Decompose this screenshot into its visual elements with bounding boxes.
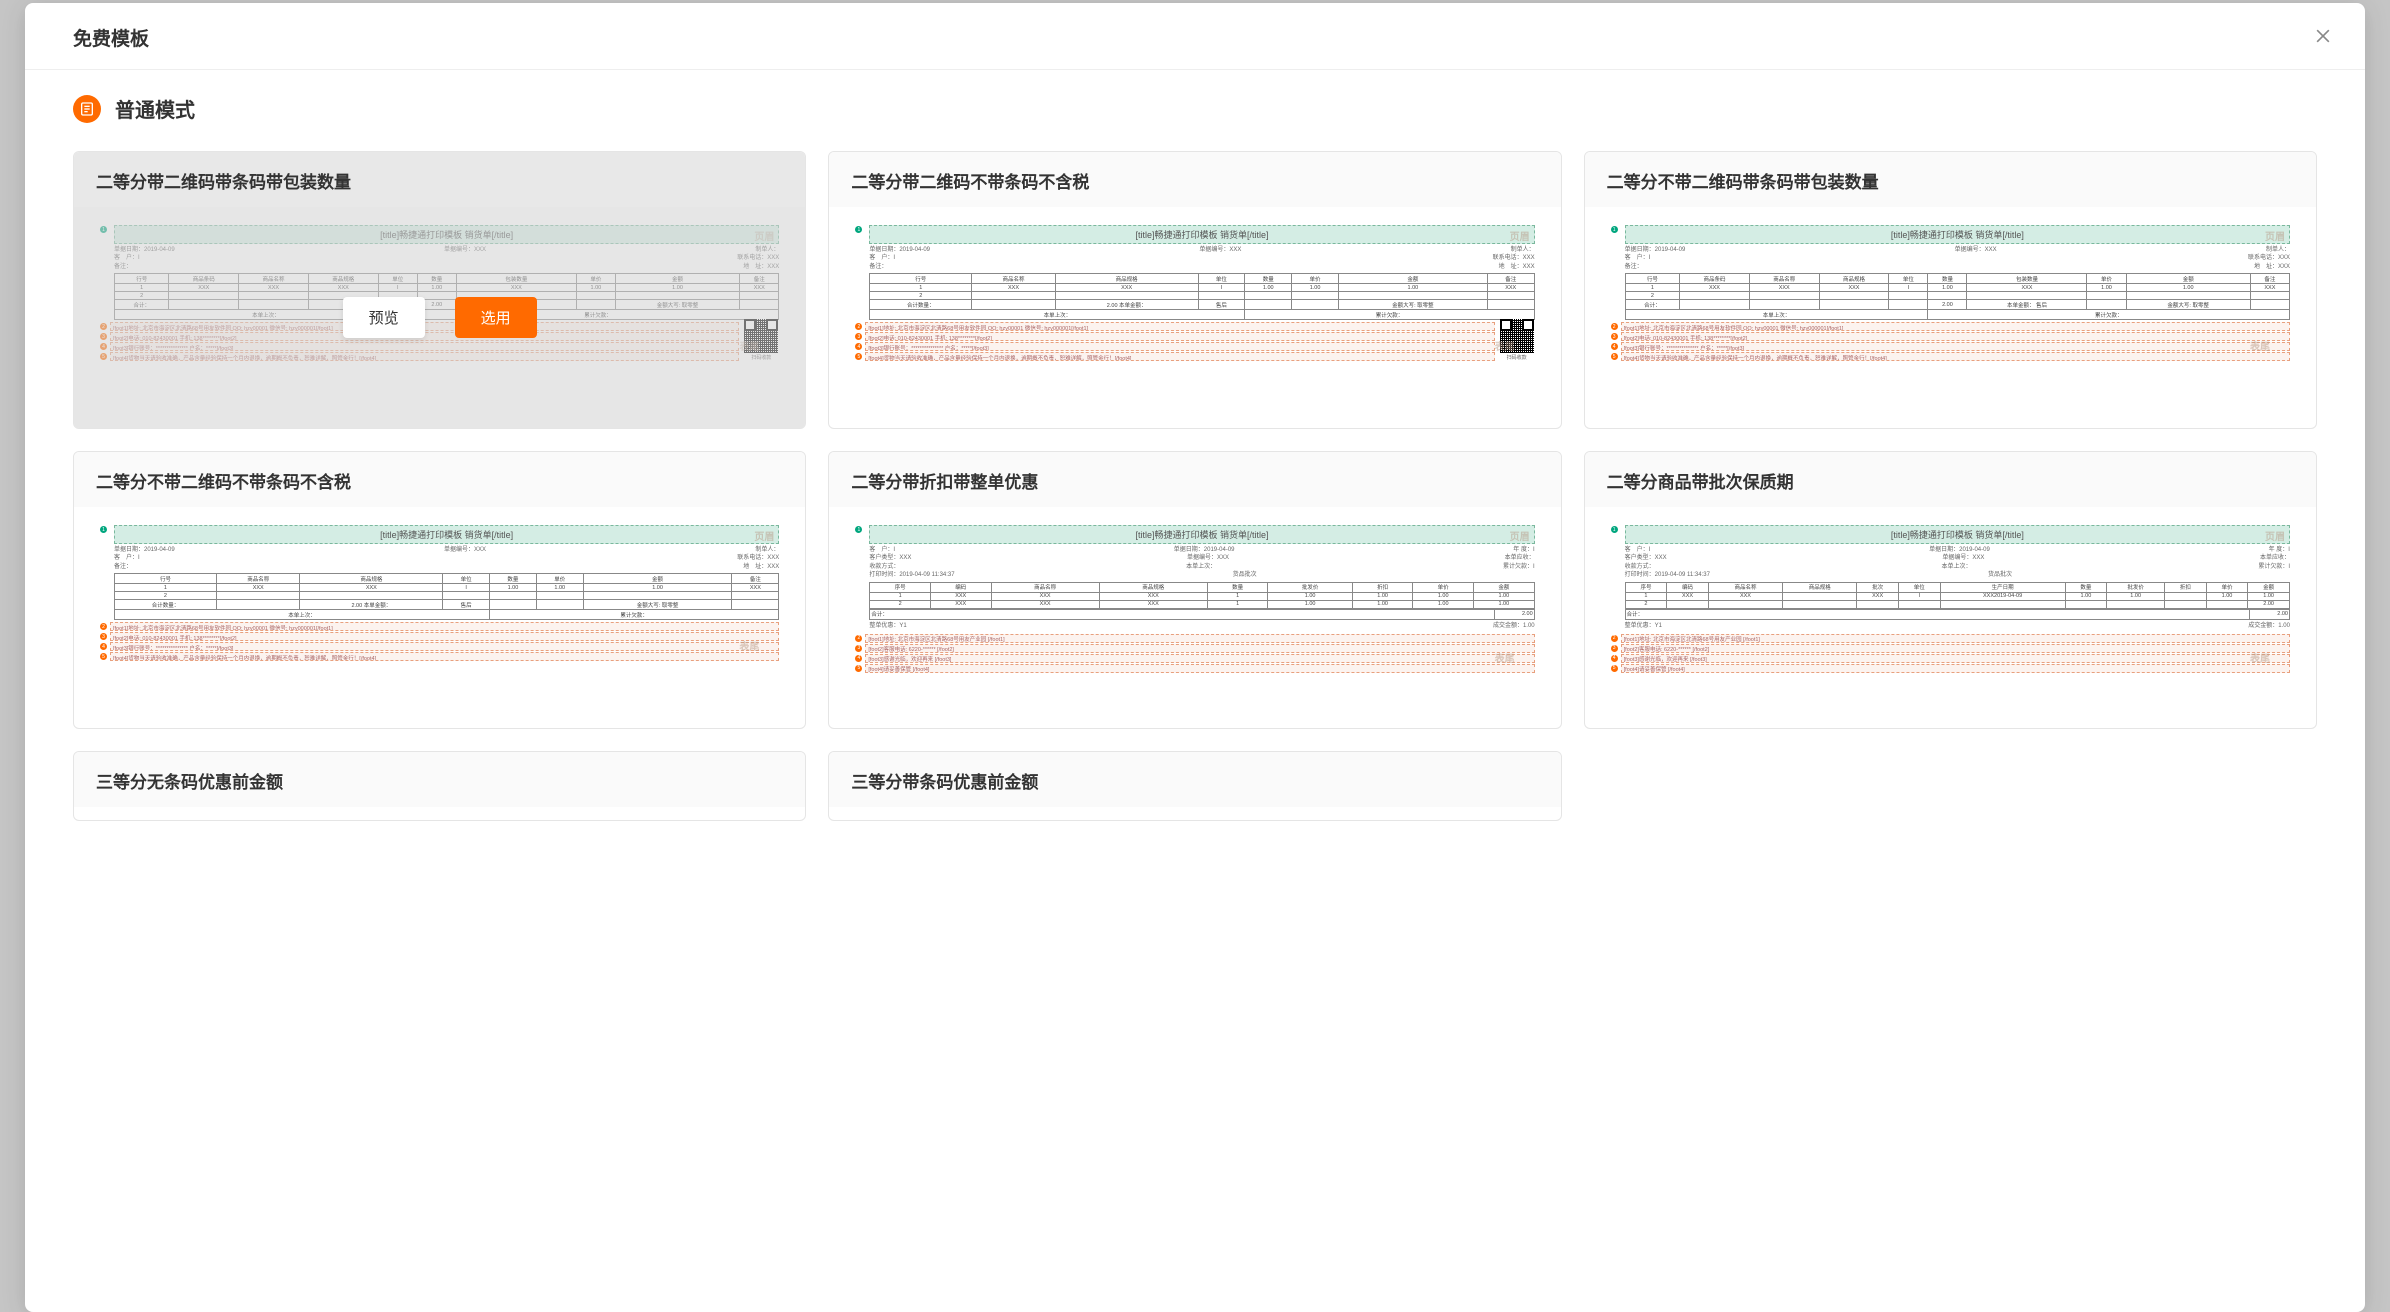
template-card[interactable]: 三等分无条码优惠前金额 <box>73 751 806 821</box>
template-preview-area: 1[title]畅捷通打印模板 销货单[/title]页眉单据日期：2019-0… <box>74 207 805 428</box>
preview-button[interactable]: 预览 <box>343 297 425 338</box>
template-card-header: 二等分带二维码带条码带包装数量 <box>74 152 805 207</box>
template-preview-doc: 1[title]畅捷通打印模板 销货单[/title]页眉单据日期：2019-0… <box>1611 225 2290 410</box>
template-title: 二等分不带二维码带条码带包装数量 <box>1607 168 2294 193</box>
template-card-header: 二等分不带二维码不带条码不含税 <box>74 452 805 507</box>
template-card-header: 二等分不带二维码带条码带包装数量 <box>1585 152 2316 207</box>
template-preview-doc: 1[title]畅捷通打印模板 销货单[/title]页眉单据日期：2019-0… <box>855 225 1534 410</box>
template-preview-doc: 1[title]畅捷通打印模板 销货单[/title]页眉单据日期：2019-0… <box>100 525 779 710</box>
template-card-header: 三等分无条码优惠前金额 <box>74 752 805 807</box>
template-preview-area: 1[title]畅捷通打印模板 销货单[/title]页眉单据日期：2019-0… <box>1585 207 2316 428</box>
template-card-header: 二等分带折扣带整单优惠 <box>829 452 1560 507</box>
template-modal: 免费模板 普通模式 二等分带二维码带条码带包装数量 1[title]畅捷通打印模板… <box>25 3 2365 1312</box>
template-preview-area: 1[title]畅捷通打印模板 销货单[/title]页眉客 户：I单据日期：2… <box>1585 507 2316 728</box>
modal-body: 普通模式 二等分带二维码带条码带包装数量 1[title]畅捷通打印模板 销货单[… <box>25 70 2365 1312</box>
template-card[interactable]: 二等分带折扣带整单优惠 1[title]畅捷通打印模板 销货单[/title]页眉… <box>828 451 1561 729</box>
template-preview-doc: 1[title]畅捷通打印模板 销货单[/title]页眉客 户：I单据日期：2… <box>855 525 1534 710</box>
template-title: 三等分带条码优惠前金额 <box>851 768 1538 793</box>
template-card[interactable]: 二等分不带二维码带条码带包装数量 1[title]畅捷通打印模板 销货单[/tit… <box>1584 151 2317 429</box>
template-preview-area: 1[title]畅捷通打印模板 销货单[/title]页眉单据日期：2019-0… <box>829 207 1560 428</box>
template-title: 二等分不带二维码不带条码不含税 <box>96 468 783 493</box>
template-preview-doc: 1[title]畅捷通打印模板 销货单[/title]页眉客 户：I单据日期：2… <box>1611 525 2290 710</box>
template-card[interactable]: 二等分带二维码带条码带包装数量 1[title]畅捷通打印模板 销货单[/titl… <box>73 151 806 429</box>
section-title: 普通模式 <box>115 94 195 123</box>
template-title: 二等分带折扣带整单优惠 <box>851 468 1538 493</box>
template-title: 二等分商品带批次保质期 <box>1607 468 2294 493</box>
mode-icon <box>73 95 101 123</box>
section-header: 普通模式 <box>73 94 2317 123</box>
template-card-header: 二等分商品带批次保质期 <box>1585 452 2316 507</box>
template-card[interactable]: 三等分带条码优惠前金额 <box>828 751 1561 821</box>
template-preview-area: 1[title]畅捷通打印模板 销货单[/title]页眉客 户：I单据日期：2… <box>829 507 1560 728</box>
template-title: 二等分带二维码带条码带包装数量 <box>96 168 783 193</box>
modal-title: 免费模板 <box>73 24 149 51</box>
template-preview-area: 1[title]畅捷通打印模板 销货单[/title]页眉单据日期：2019-0… <box>74 507 805 728</box>
template-card-header: 三等分带条码优惠前金额 <box>829 752 1560 807</box>
close-icon <box>2313 26 2333 46</box>
template-card[interactable]: 二等分商品带批次保质期 1[title]畅捷通打印模板 销货单[/title]页眉… <box>1584 451 2317 729</box>
select-button[interactable]: 选用 <box>455 297 537 338</box>
template-title: 三等分无条码优惠前金额 <box>96 768 783 793</box>
close-button[interactable] <box>2309 23 2337 51</box>
template-card-header: 二等分带二维码不带条码不含税 <box>829 152 1560 207</box>
template-card[interactable]: 二等分不带二维码不带条码不含税 1[title]畅捷通打印模板 销货单[/titl… <box>73 451 806 729</box>
card-hover-overlay: 预览选用 <box>74 207 805 428</box>
template-grid: 二等分带二维码带条码带包装数量 1[title]畅捷通打印模板 销货单[/titl… <box>73 151 2317 821</box>
modal-header: 免费模板 <box>25 3 2365 70</box>
template-card[interactable]: 二等分带二维码不带条码不含税 1[title]畅捷通打印模板 销货单[/title… <box>828 151 1561 429</box>
template-title: 二等分带二维码不带条码不含税 <box>851 168 1538 193</box>
